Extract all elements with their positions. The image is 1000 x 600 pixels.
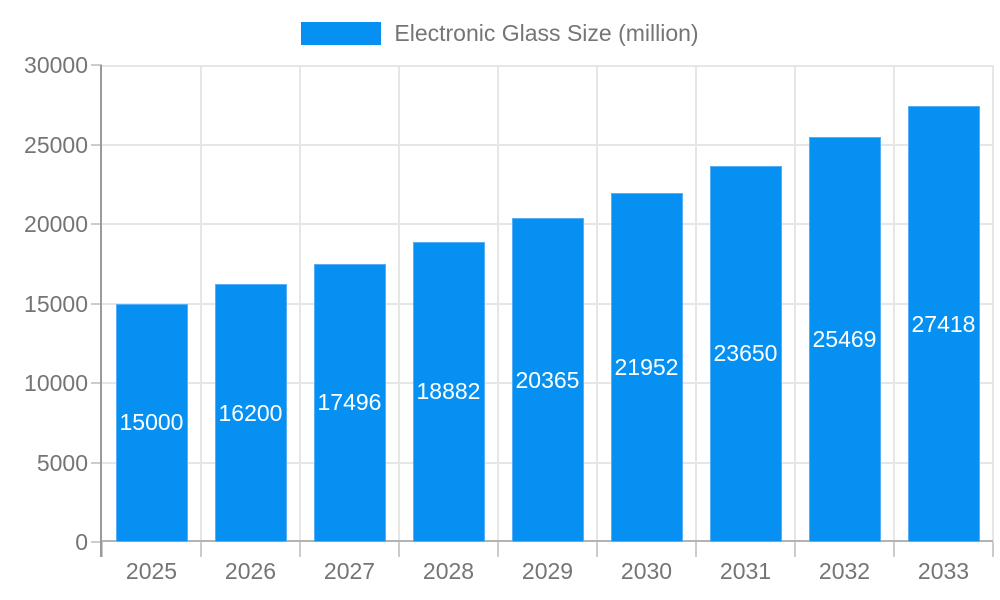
bar: 23650 (709, 165, 782, 542)
bar-value-label: 18882 (416, 378, 481, 405)
gridline-horizontal (102, 65, 993, 67)
bar: 27418 (907, 106, 980, 542)
y-axis-tick (91, 302, 102, 305)
y-tick-label: 20000 (24, 211, 88, 237)
x-tick-label: 2033 (917, 558, 970, 584)
y-tick-label: 30000 (24, 52, 88, 78)
y-axis-line (100, 65, 102, 557)
bar: 25469 (808, 137, 881, 542)
y-axis-tick (91, 541, 102, 543)
x-tick-label: 2031 (719, 558, 772, 584)
x-axis-tick (101, 542, 103, 557)
bar: 16200 (214, 284, 287, 542)
bar-value-label: 25469 (812, 326, 877, 353)
gridline-vertical (992, 65, 994, 542)
y-axis-tick (91, 64, 102, 66)
gridline-vertical (497, 65, 499, 542)
x-tick-label: 2027 (323, 558, 376, 584)
bar-value-label: 21952 (614, 353, 679, 380)
x-tick-label: 2030 (620, 558, 673, 584)
x-axis-tick (893, 542, 895, 557)
x-axis-tick (596, 542, 598, 557)
bar-value-label: 15000 (119, 409, 184, 436)
gridline-vertical (200, 65, 202, 542)
x-tick-label: 2029 (521, 558, 574, 584)
gridline-vertical (794, 65, 796, 542)
y-tick-label: 25000 (24, 131, 88, 158)
x-axis-tick (497, 542, 499, 557)
x-axis-tick (200, 542, 202, 557)
bar-value-label: 16200 (218, 399, 283, 426)
legend-swatch (301, 21, 382, 45)
x-axis-tick (398, 542, 400, 557)
gridline-horizontal (102, 143, 993, 146)
y-tick-label: 10000 (24, 370, 88, 396)
gridline-vertical (596, 65, 598, 542)
x-axis-tick (794, 542, 796, 557)
y-tick-label: 15000 (24, 290, 88, 317)
bar-value-label: 27418 (911, 310, 976, 337)
y-axis-tick (91, 143, 102, 146)
bar: 17496 (313, 263, 386, 542)
gridline-vertical (299, 65, 301, 542)
bar-value-label: 23650 (713, 340, 778, 367)
y-axis-tick (91, 461, 102, 464)
x-axis-tick (695, 542, 697, 557)
y-tick-label: 5000 (36, 449, 88, 476)
x-tick-label: 2025 (125, 558, 178, 584)
x-axis-tick (992, 542, 994, 557)
bar: 18882 (412, 241, 485, 542)
x-tick-label: 2028 (422, 558, 475, 584)
plot-area: 15000 16200 17496 18882 20365 21952 23650 25469… (102, 65, 994, 542)
bar: 21952 (610, 192, 683, 542)
x-tick-label: 2026 (224, 558, 277, 584)
x-axis-tick (299, 542, 301, 557)
bar: 15000 (115, 303, 188, 542)
gridline-vertical (893, 65, 895, 542)
legend-label: Electronic Glass Size (million) (394, 20, 699, 46)
bar-value-label: 17496 (317, 389, 382, 416)
y-axis-tick (91, 382, 102, 384)
gridline-vertical (695, 65, 697, 542)
gridline-vertical (398, 65, 400, 542)
y-tick-label: 0 (75, 529, 88, 555)
legend: Electronic Glass Size (million) (0, 20, 1000, 46)
x-tick-label: 2032 (818, 558, 871, 584)
bar: 20365 (511, 218, 584, 542)
y-axis-tick (91, 223, 102, 225)
bar-value-label: 20365 (515, 366, 580, 393)
